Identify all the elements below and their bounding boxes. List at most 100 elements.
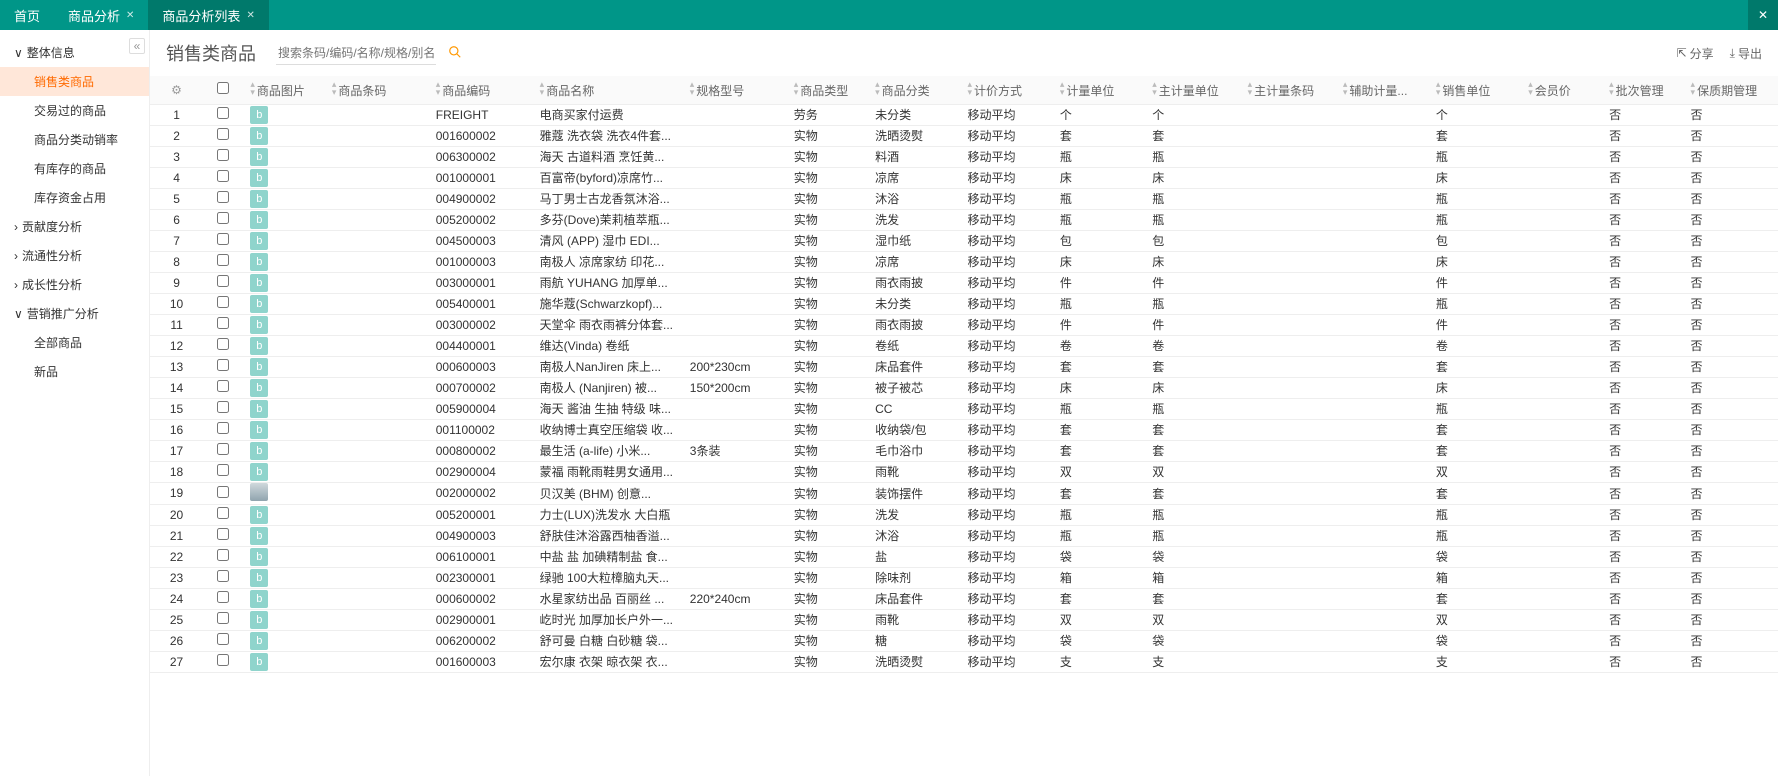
sort-icon[interactable]: ▴▾ xyxy=(690,80,695,96)
column-header[interactable]: ▴▾商品名称 xyxy=(532,76,682,104)
row-checkbox[interactable] xyxy=(217,212,229,224)
sort-icon[interactable]: ▴▾ xyxy=(1436,80,1441,96)
table-scroll[interactable]: ⚙▴▾商品图片▴▾商品条码▴▾商品编码▴▾商品名称▴▾规格型号▴▾商品类型▴▾商… xyxy=(150,76,1778,776)
nav-item[interactable]: 商品分类动销率 xyxy=(0,125,149,154)
row-checkbox[interactable] xyxy=(217,443,229,455)
sort-icon[interactable]: ▴▾ xyxy=(1528,80,1533,96)
table-row[interactable]: 1bFREIGHT电商买家付运费劳务未分类移动平均个个个否否 xyxy=(150,104,1778,125)
nav-item[interactable]: 全部商品 xyxy=(0,328,149,357)
table-row[interactable]: 8b001000003南极人 凉席家纺 印花...实物凉席移动平均床床床否否 xyxy=(150,251,1778,272)
column-header[interactable]: ▴▾商品类型 xyxy=(786,76,867,104)
row-checkbox[interactable] xyxy=(217,170,229,182)
table-row[interactable]: 16b001100002收纳博士真空压缩袋 收...实物收纳袋/包移动平均套套套… xyxy=(150,419,1778,440)
row-checkbox[interactable] xyxy=(217,633,229,645)
row-checkbox[interactable] xyxy=(217,338,229,350)
table-row[interactable]: 2b001600002雅蔻 洗衣袋 洗衣4件套...实物洗晒烫熨移动平均套套套否… xyxy=(150,125,1778,146)
table-row[interactable]: 3b006300002海天 古道料酒 烹饪黄...实物料酒移动平均瓶瓶瓶否否 xyxy=(150,146,1778,167)
row-checkbox[interactable] xyxy=(217,128,229,140)
table-row[interactable]: 18b002900004蒙福 雨靴雨鞋男女通用...实物雨靴移动平均双双双否否 xyxy=(150,461,1778,482)
table-row[interactable]: 4b001000001百富帝(byford)凉席竹...实物凉席移动平均床床床否… xyxy=(150,167,1778,188)
sort-icon[interactable]: ▴▾ xyxy=(332,80,337,96)
tab-close-icon[interactable]: ✕ xyxy=(126,10,134,21)
column-header[interactable]: ▴▾主计量条码 xyxy=(1240,76,1335,104)
nav-item[interactable]: 销售类商品 xyxy=(0,67,149,96)
nav-item[interactable]: 新品 xyxy=(0,357,149,386)
table-row[interactable]: 24b000600002水星家纺出品 百丽丝 ...220*240cm实物床品套… xyxy=(150,588,1778,609)
column-header[interactable]: ▴▾主计量单位 xyxy=(1144,76,1239,104)
search-input[interactable] xyxy=(276,42,436,65)
sort-icon[interactable]: ▴▾ xyxy=(1609,80,1614,96)
row-checkbox[interactable] xyxy=(217,380,229,392)
table-row[interactable]: 22b006100001中盐 盐 加碘精制盐 食...实物盐移动平均袋袋袋否否 xyxy=(150,546,1778,567)
column-header[interactable]: ▴▾规格型号 xyxy=(682,76,786,104)
row-checkbox[interactable] xyxy=(217,486,229,498)
row-checkbox[interactable] xyxy=(217,528,229,540)
table-row[interactable]: 23b002300001绿驰 100大粒樟脑丸天...实物除味剂移动平均箱箱箱否… xyxy=(150,567,1778,588)
table-row[interactable]: 11b003000002天堂伞 雨衣雨裤分体套...实物雨衣雨披移动平均件件件否… xyxy=(150,314,1778,335)
gear-icon[interactable]: ⚙ xyxy=(171,83,182,97)
table-row[interactable]: 20b005200001力士(LUX)洗发水 大白瓶实物洗发移动平均瓶瓶瓶否否 xyxy=(150,504,1778,525)
table-row[interactable]: 21b004900003舒肤佳沐浴露西柚香溢...实物沐浴移动平均瓶瓶瓶否否 xyxy=(150,525,1778,546)
column-header[interactable]: ▴▾商品条码 xyxy=(324,76,428,104)
nav-item[interactable]: 库存资金占用 xyxy=(0,183,149,212)
row-checkbox[interactable] xyxy=(217,591,229,603)
export-button[interactable]: ⤓ 导出 xyxy=(1730,45,1762,62)
table-row[interactable]: 6b005200002多芬(Dove)茉莉植萃瓶...实物洗发移动平均瓶瓶瓶否否 xyxy=(150,209,1778,230)
sort-icon[interactable]: ▴▾ xyxy=(968,80,973,96)
nav-group-title[interactable]: ›流通性分析 xyxy=(0,241,149,270)
row-checkbox[interactable] xyxy=(217,296,229,308)
sort-icon[interactable]: ▴▾ xyxy=(794,80,799,96)
close-all-button[interactable]: ✕ xyxy=(1748,0,1778,30)
row-checkbox[interactable] xyxy=(217,401,229,413)
nav-group-title[interactable]: ›成长性分析 xyxy=(0,270,149,299)
nav-group-title[interactable]: ∨营销推广分析 xyxy=(0,299,149,328)
row-checkbox[interactable] xyxy=(217,507,229,519)
sort-icon[interactable]: ▴▾ xyxy=(436,80,441,96)
sort-icon[interactable]: ▴▾ xyxy=(1152,80,1157,96)
search-icon[interactable] xyxy=(448,45,462,62)
row-checkbox[interactable] xyxy=(217,654,229,666)
sort-icon[interactable]: ▴▾ xyxy=(1248,80,1253,96)
table-row[interactable]: 13b000600003南极人NanJiren 床上...200*230cm实物… xyxy=(150,356,1778,377)
row-checkbox[interactable] xyxy=(217,275,229,287)
row-checkbox[interactable] xyxy=(217,191,229,203)
table-row[interactable]: 27b001600003宏尔康 衣架 晾衣架 衣...实物洗晒烫熨移动平均支支支… xyxy=(150,651,1778,672)
top-tab[interactable]: 首页 xyxy=(0,0,54,30)
table-row[interactable]: 19002000002贝汉美 (BHM) 创意...实物装饰摆件移动平均套套套否… xyxy=(150,482,1778,504)
row-checkbox[interactable] xyxy=(217,359,229,371)
sidebar-collapse-button[interactable]: « xyxy=(129,38,145,54)
select-all-checkbox[interactable] xyxy=(217,82,229,94)
column-header[interactable]: ▴▾会员价 xyxy=(1520,76,1601,104)
row-checkbox[interactable] xyxy=(217,422,229,434)
column-header[interactable]: ▴▾商品分类 xyxy=(867,76,959,104)
row-checkbox[interactable] xyxy=(217,149,229,161)
sort-icon[interactable]: ▴▾ xyxy=(875,80,880,96)
table-row[interactable]: 17b000800002最生活 (a-life) 小米...3条装实物毛巾浴巾移… xyxy=(150,440,1778,461)
column-header[interactable]: ⚙ xyxy=(150,76,203,104)
row-checkbox[interactable] xyxy=(217,464,229,476)
share-button[interactable]: ⇱ 分享 xyxy=(1677,45,1714,62)
column-header[interactable]: ▴▾保质期管理 xyxy=(1683,76,1778,104)
column-header[interactable]: ▴▾批次管理 xyxy=(1601,76,1682,104)
row-checkbox[interactable] xyxy=(217,612,229,624)
sort-icon[interactable]: ▴▾ xyxy=(1060,80,1065,96)
row-checkbox[interactable] xyxy=(217,317,229,329)
table-row[interactable]: 9b003000001雨航 YUHANG 加厚单...实物雨衣雨披移动平均件件件… xyxy=(150,272,1778,293)
nav-group-title[interactable]: ›贡献度分析 xyxy=(0,212,149,241)
table-row[interactable]: 26b006200002舒可曼 白糖 白砂糖 袋...实物糖移动平均袋袋袋否否 xyxy=(150,630,1778,651)
sort-icon[interactable]: ▴▾ xyxy=(250,80,255,96)
sort-icon[interactable]: ▴▾ xyxy=(540,80,545,96)
top-tab[interactable]: 商品分析列表✕ xyxy=(148,0,268,30)
table-row[interactable]: 14b000700002南极人 (Nanjiren) 被...150*200cm… xyxy=(150,377,1778,398)
row-checkbox[interactable] xyxy=(217,233,229,245)
column-header[interactable]: ▴▾商品编码 xyxy=(428,76,532,104)
row-checkbox[interactable] xyxy=(217,549,229,561)
table-row[interactable]: 5b004900002马丁男士古龙香氛沐浴...实物沐浴移动平均瓶瓶瓶否否 xyxy=(150,188,1778,209)
column-header[interactable] xyxy=(203,76,242,104)
row-checkbox[interactable] xyxy=(217,570,229,582)
table-row[interactable]: 12b004400001维达(Vinda) 卷纸实物卷纸移动平均卷卷卷否否 xyxy=(150,335,1778,356)
top-tab[interactable]: 商品分析✕ xyxy=(54,0,148,30)
column-header[interactable]: ▴▾销售单位 xyxy=(1428,76,1520,104)
nav-item[interactable]: 有库存的商品 xyxy=(0,154,149,183)
nav-item[interactable]: 交易过的商品 xyxy=(0,96,149,125)
